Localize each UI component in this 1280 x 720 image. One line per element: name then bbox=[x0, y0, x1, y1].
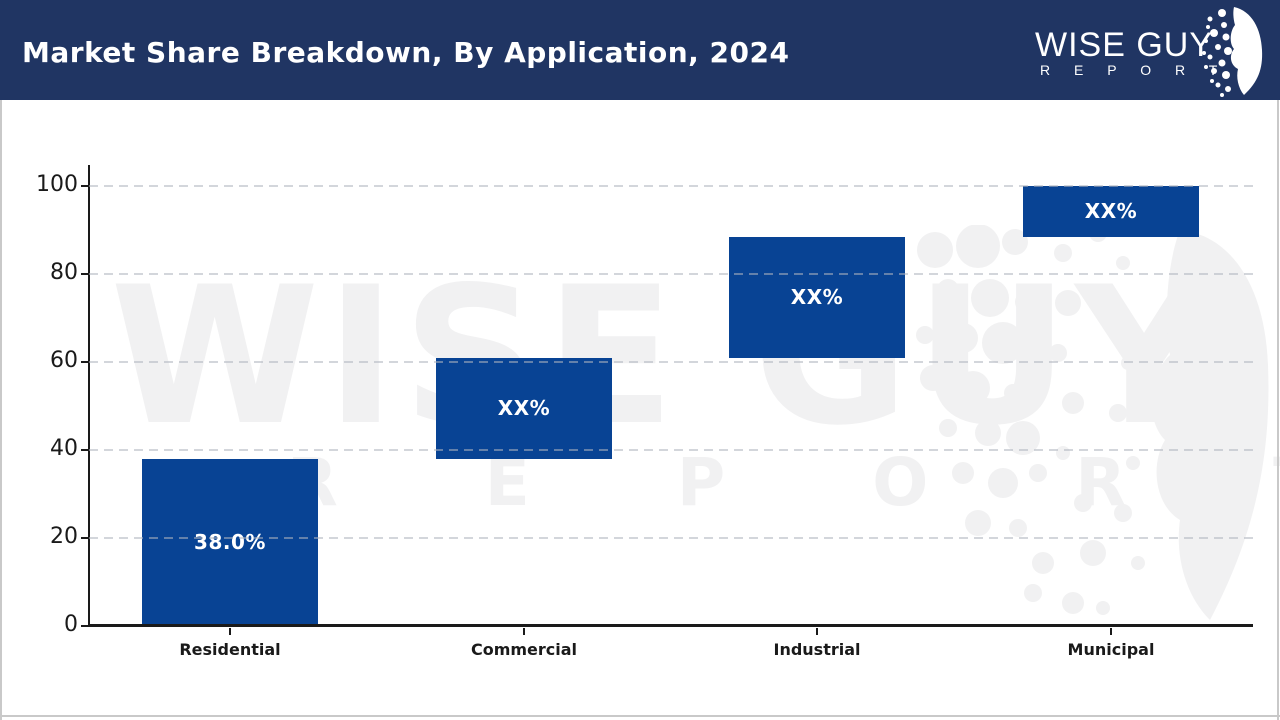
gridline-100 bbox=[89, 185, 1253, 187]
x-axis-tick-mark bbox=[523, 628, 525, 635]
bar-segment-municipal: XX% bbox=[1023, 186, 1199, 237]
y-axis-tick-label: 20 bbox=[50, 524, 78, 549]
bar-segment-commercial: XX% bbox=[436, 357, 612, 459]
bar-value-label: XX% bbox=[1084, 199, 1138, 224]
bar-value-label: XX% bbox=[497, 396, 551, 421]
y-axis-tick-mark bbox=[81, 361, 90, 363]
x-axis-line bbox=[88, 624, 1253, 627]
page-border-right bbox=[1277, 100, 1279, 720]
x-axis-tick-mark bbox=[816, 628, 818, 635]
x-axis-label-industrial: Industrial bbox=[773, 640, 861, 659]
y-axis-tick-label: 40 bbox=[50, 436, 78, 461]
y-axis-tick-mark bbox=[81, 537, 90, 539]
bar-segment-residential: 38.0% bbox=[142, 458, 318, 626]
x-axis-label-residential: Residential bbox=[179, 640, 281, 659]
y-axis-tick-label: 60 bbox=[50, 348, 78, 373]
wiseguy-logo: WISE GUY R E P O R T S bbox=[1012, 0, 1263, 100]
x-axis-label-municipal: Municipal bbox=[1067, 640, 1155, 659]
logo-text-wiseguy: WISE GUY bbox=[1035, 26, 1214, 64]
gridline-60 bbox=[89, 361, 1253, 363]
page-border-bottom bbox=[0, 715, 1280, 717]
x-axis-label-commercial: Commercial bbox=[470, 640, 578, 659]
y-axis-tick-label: 80 bbox=[50, 260, 78, 285]
gridline-40 bbox=[89, 449, 1253, 451]
header-banner: Market Share Breakdown, By Application, … bbox=[0, 0, 1280, 100]
y-axis-tick-mark bbox=[81, 273, 90, 275]
y-axis-tick-mark bbox=[81, 625, 90, 627]
page-border-left bbox=[0, 100, 2, 720]
x-axis-tick-mark bbox=[1110, 628, 1112, 635]
logo-text-reports: R E P O R T S bbox=[1040, 62, 1261, 78]
bar-segment-industrial: XX% bbox=[729, 236, 905, 358]
watermark-text-line2: R E P O R T S bbox=[287, 444, 1280, 521]
gridline-80 bbox=[89, 273, 1253, 275]
y-axis-tick-label: 100 bbox=[36, 172, 78, 197]
y-axis-tick-mark bbox=[81, 449, 90, 451]
bar-value-label: XX% bbox=[790, 285, 844, 310]
logo-face-icon bbox=[1202, 7, 1263, 97]
y-axis-tick-label: 0 bbox=[64, 612, 78, 637]
gridline-20 bbox=[89, 537, 1253, 539]
y-axis-tick-mark bbox=[81, 185, 90, 187]
x-axis-tick-mark bbox=[229, 628, 231, 635]
bar-value-label: 38.0% bbox=[194, 530, 266, 555]
chart-title: Market Share Breakdown, By Application, … bbox=[22, 36, 790, 69]
y-axis-line bbox=[88, 165, 90, 627]
wiseguy-face-watermark bbox=[916, 225, 1269, 620]
